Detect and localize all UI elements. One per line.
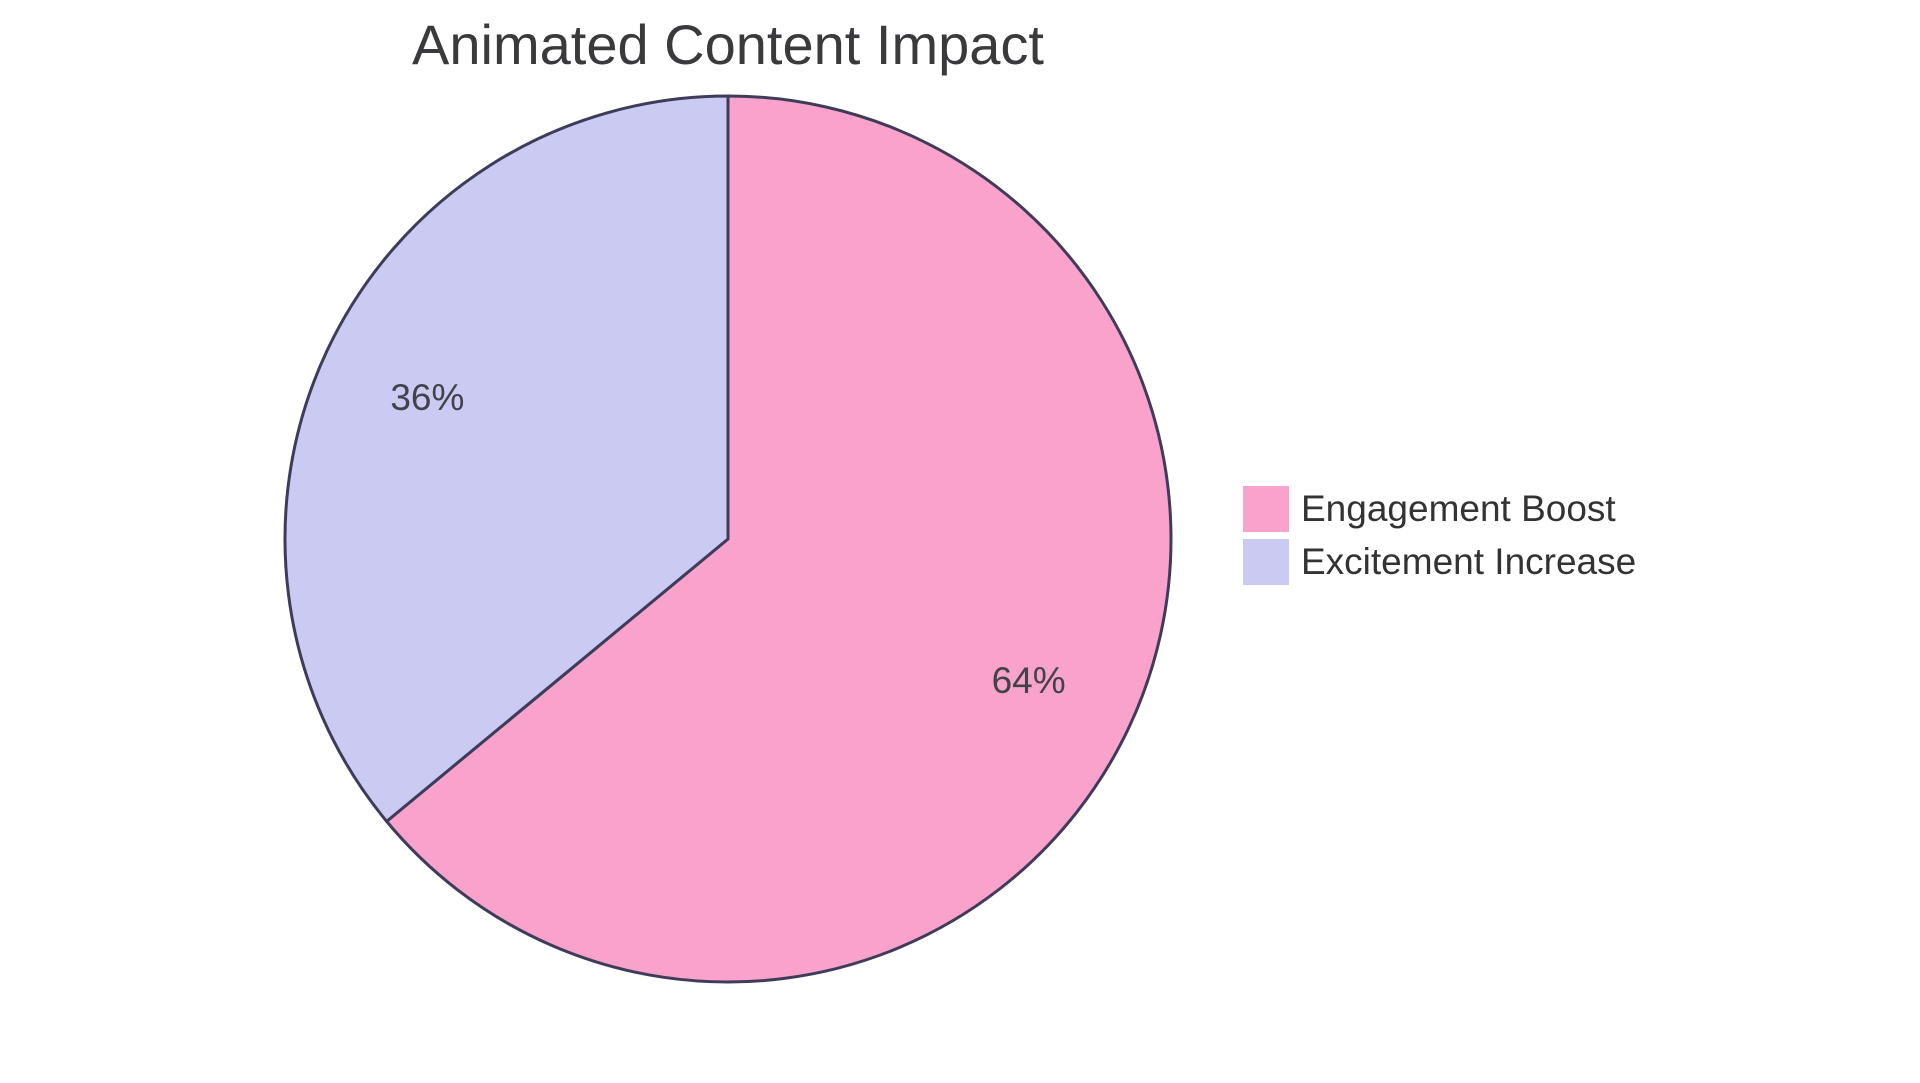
pie-percent-label-64: 64%	[992, 660, 1066, 701]
legend: Engagement Boost Excitement Increase	[1243, 486, 1636, 585]
legend-item-engagement-boost[interactable]: Engagement Boost	[1243, 486, 1636, 532]
pie-slice-engagement-boost[interactable]	[385, 94, 1173, 984]
legend-label-excitement-increase: Excitement Increase	[1301, 541, 1637, 582]
pie-slice-excitement-increase[interactable]	[283, 94, 730, 823]
chart-title: Animated Content Impact	[412, 13, 1044, 76]
legend-swatch-excitement-increase	[1243, 539, 1289, 585]
legend-label-engagement-boost: Engagement Boost	[1301, 488, 1616, 529]
legend-swatch-engagement-boost	[1243, 486, 1289, 532]
pie-percent-label-36: 36%	[390, 377, 464, 418]
legend-item-excitement-increase[interactable]: Excitement Increase	[1243, 539, 1636, 585]
